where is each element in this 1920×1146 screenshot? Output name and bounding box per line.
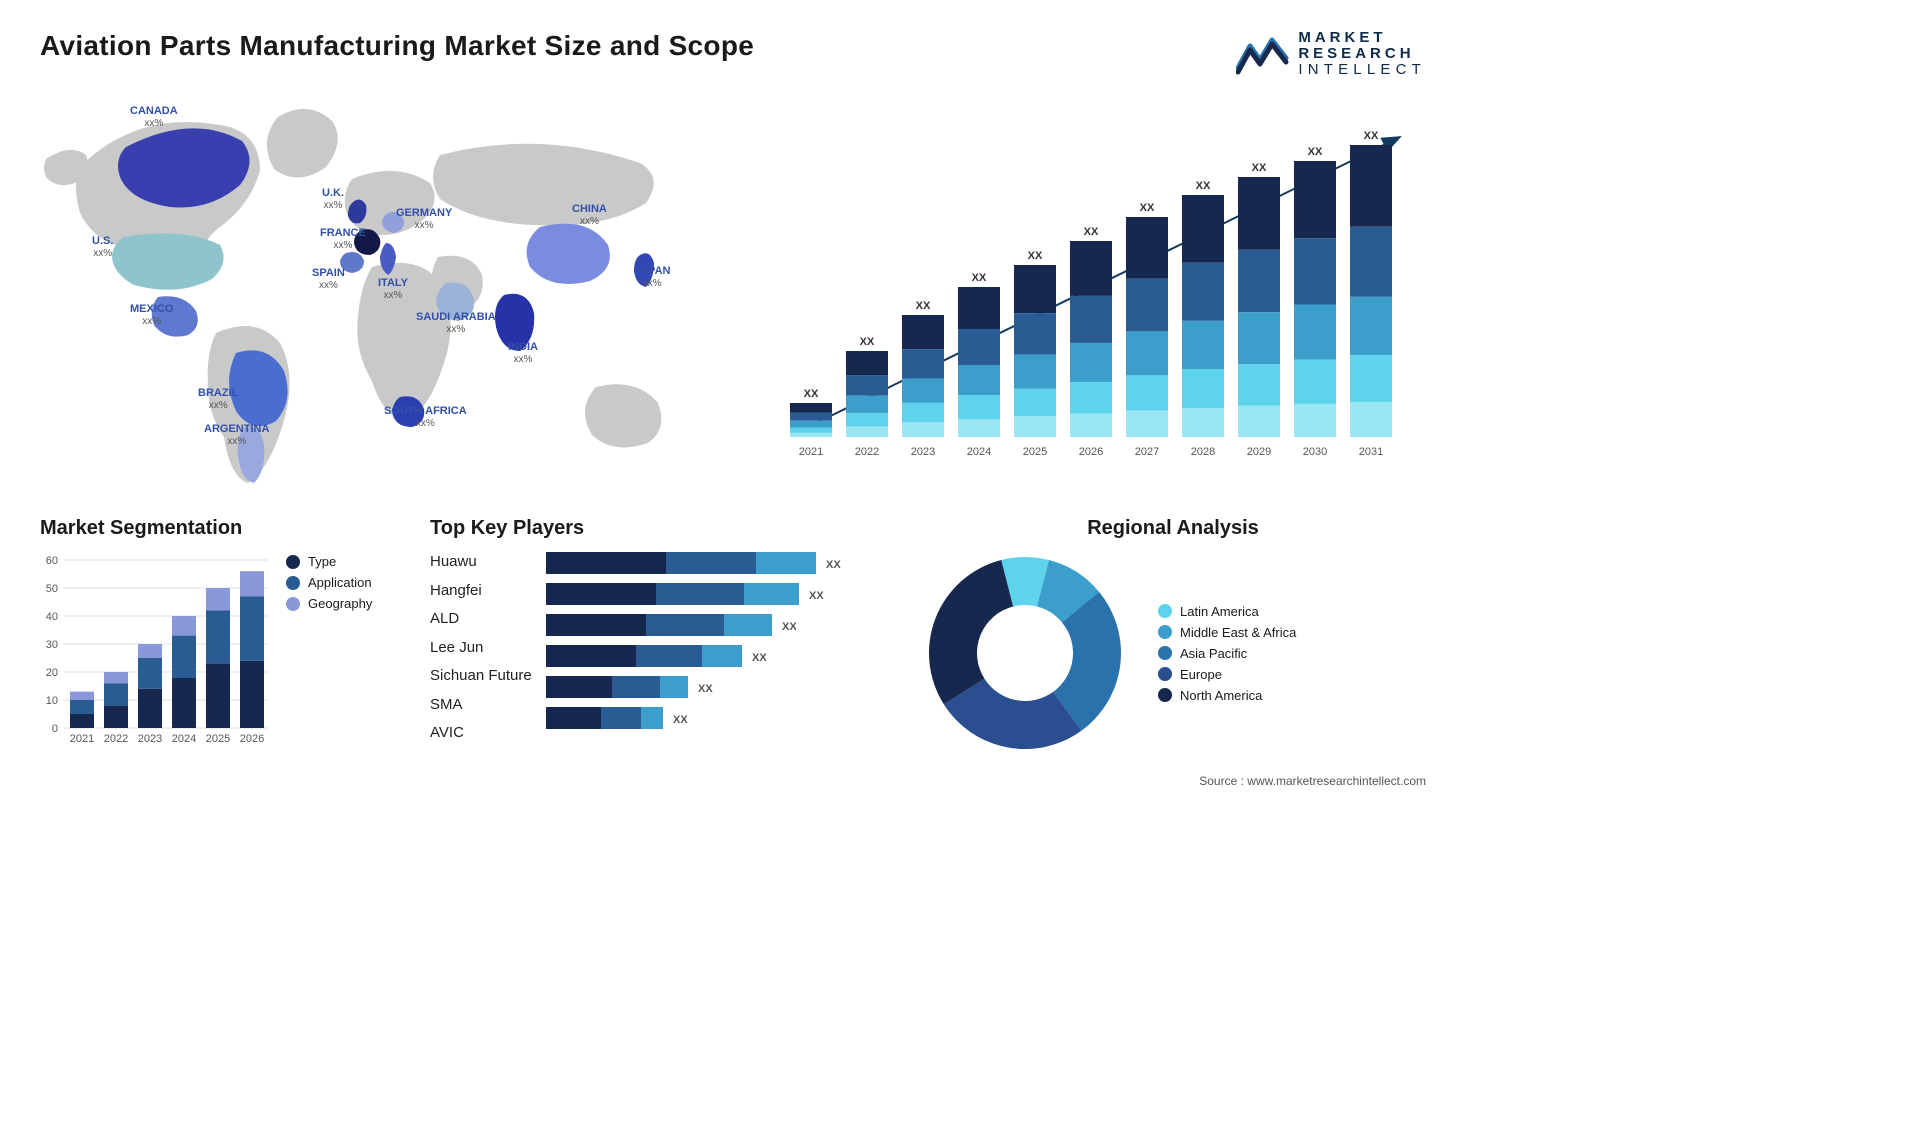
map-label-germany: GERMANYxx% [396, 207, 452, 231]
map-label-saudi-arabia: SAUDI ARABIAxx% [416, 311, 496, 335]
svg-text:30: 30 [46, 639, 58, 651]
player-name: SMA [430, 691, 532, 720]
regional-legend-item: North America [1158, 688, 1296, 703]
regional-legend-item: Middle East & Africa [1158, 625, 1296, 640]
svg-text:2029: 2029 [1247, 446, 1271, 458]
svg-text:10: 10 [46, 695, 58, 707]
svg-text:2022: 2022 [104, 733, 128, 744]
legend-label: Application [308, 575, 372, 590]
svg-text:2025: 2025 [1023, 446, 1047, 458]
svg-text:XX: XX [1364, 130, 1379, 142]
svg-text:XX: XX [972, 272, 987, 284]
map-label-u-s-: U.S.xx% [92, 235, 113, 259]
map-label-mexico: MEXICOxx% [130, 303, 173, 327]
map-label-argentina: ARGENTINAxx% [204, 423, 269, 447]
svg-text:0: 0 [52, 723, 58, 735]
segmentation-legend: Type Application Geography [286, 548, 372, 744]
player-name-list: HuawuHangfeiALDLee JunSichuan FutureSMAA… [430, 548, 532, 748]
svg-text:XX: XX [860, 336, 875, 348]
player-name: ALD [430, 605, 532, 634]
svg-text:XX: XX [752, 652, 767, 664]
world-map-region: CANADAxx% U.S.xx% MEXICOxx% BRAZILxx% ARGENT… [40, 87, 740, 497]
legend-label: Type [308, 554, 336, 569]
svg-text:2026: 2026 [240, 733, 264, 744]
svg-text:2024: 2024 [172, 733, 196, 744]
source-attribution: Source : www.marketresearchintellect.com [40, 774, 1426, 788]
svg-text:XX: XX [673, 714, 688, 726]
svg-text:60: 60 [46, 555, 58, 567]
segmentation-legend-item: Application [286, 575, 372, 590]
svg-text:XX: XX [1308, 146, 1323, 158]
svg-text:XX: XX [1252, 162, 1267, 174]
svg-text:2030: 2030 [1303, 446, 1327, 458]
map-label-u-k-: U.K.xx% [322, 187, 344, 211]
legend-label: Asia Pacific [1180, 646, 1247, 661]
map-label-japan: JAPANxx% [634, 265, 670, 289]
player-name: AVIC [430, 719, 532, 748]
map-label-france: FRANCExx% [320, 227, 366, 251]
svg-text:2023: 2023 [138, 733, 162, 744]
regional-legend-item: Latin America [1158, 604, 1296, 619]
map-label-italy: ITALYxx% [378, 277, 408, 301]
svg-text:2021: 2021 [799, 446, 823, 458]
map-label-south-africa: SOUTH AFRICAxx% [384, 405, 467, 429]
svg-text:40: 40 [46, 611, 58, 623]
svg-text:20: 20 [46, 667, 58, 679]
legend-label: Middle East & Africa [1180, 625, 1296, 640]
svg-text:2021: 2021 [70, 733, 94, 744]
brand-logo: MARKET RESEARCH INTELLECT [1236, 30, 1426, 77]
svg-text:2028: 2028 [1191, 446, 1215, 458]
regional-legend: Latin America Middle East & Africa Asia Pa… [1158, 598, 1296, 709]
svg-text:2022: 2022 [855, 446, 879, 458]
svg-text:2023: 2023 [911, 446, 935, 458]
svg-text:2024: 2024 [967, 446, 991, 458]
player-name: Huawu [430, 548, 532, 577]
players-title: Top Key Players [430, 517, 890, 540]
map-label-spain: SPAINxx% [312, 267, 345, 291]
svg-text:XX: XX [1028, 250, 1043, 262]
svg-text:50: 50 [46, 583, 58, 595]
map-label-brazil: BRAZILxx% [198, 387, 238, 411]
svg-text:XX: XX [809, 590, 824, 602]
svg-text:XX: XX [826, 559, 841, 571]
main-bar-chart: XX 2021 XX 2022 XX 2023 XX 2024 XX 2025 XX 2026 XX 20… [780, 87, 1420, 487]
svg-text:XX: XX [782, 621, 797, 633]
legend-label: North America [1180, 688, 1262, 703]
legend-label: Latin America [1180, 604, 1259, 619]
map-label-india: INDIAxx% [508, 341, 538, 365]
page-title: Aviation Parts Manufacturing Market Size… [40, 30, 754, 62]
map-label-china: CHINAxx% [572, 203, 607, 227]
logo-line-1: MARKET [1298, 30, 1426, 46]
regional-donut-chart [920, 548, 1130, 758]
logo-line-2: RESEARCH [1298, 46, 1426, 62]
regional-title: Regional Analysis [920, 517, 1426, 540]
player-name: Hangfei [430, 577, 532, 606]
segmentation-title: Market Segmentation [40, 517, 400, 540]
segmentation-chart: 0 10 20 30 40 50 60 2021 2022 2023 2024 2025 2026 [40, 548, 268, 744]
segmentation-legend-item: Geography [286, 596, 372, 611]
legend-label: Europe [1180, 667, 1222, 682]
map-label-canada: CANADAxx% [130, 105, 178, 129]
main-bar-chart-region: XX 2021 XX 2022 XX 2023 XX 2024 XX 2025 XX 2026 XX 20… [780, 87, 1426, 497]
regional-legend-item: Asia Pacific [1158, 646, 1296, 661]
svg-text:2025: 2025 [206, 733, 230, 744]
players-bar-chart: XX XX XX XX XX XX [546, 548, 866, 748]
legend-label: Geography [308, 596, 372, 611]
logo-line-3: INTELLECT [1298, 62, 1426, 78]
svg-text:2027: 2027 [1135, 446, 1159, 458]
svg-text:XX: XX [1196, 180, 1211, 192]
player-name: Sichuan Future [430, 662, 532, 691]
svg-text:2031: 2031 [1359, 446, 1383, 458]
svg-text:XX: XX [1140, 202, 1155, 214]
world-map [40, 87, 700, 487]
player-name: Lee Jun [430, 634, 532, 663]
svg-text:2026: 2026 [1079, 446, 1103, 458]
svg-text:XX: XX [698, 683, 713, 695]
regional-legend-item: Europe [1158, 667, 1296, 682]
logo-icon [1236, 32, 1290, 76]
segmentation-legend-item: Type [286, 554, 372, 569]
svg-text:XX: XX [916, 300, 931, 312]
svg-text:XX: XX [1084, 226, 1099, 238]
svg-text:XX: XX [804, 388, 819, 400]
